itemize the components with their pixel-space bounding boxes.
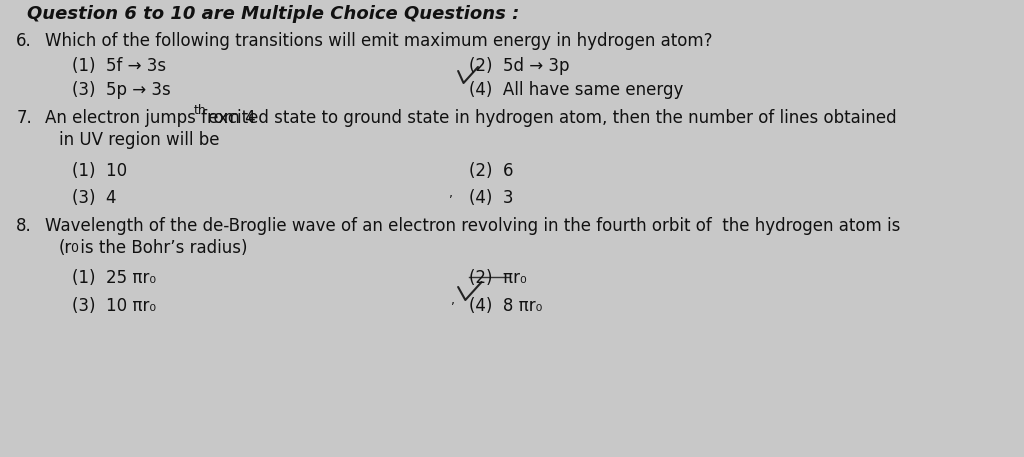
Text: (4)  8 πr₀: (4) 8 πr₀ bbox=[469, 297, 543, 315]
Text: 0: 0 bbox=[70, 242, 78, 255]
Text: (3)  10 πr₀: (3) 10 πr₀ bbox=[72, 297, 157, 315]
Text: (1)  10: (1) 10 bbox=[72, 162, 127, 180]
Text: ,: , bbox=[450, 187, 453, 200]
Text: in UV region will be: in UV region will be bbox=[58, 131, 219, 149]
Text: (3)  5p → 3s: (3) 5p → 3s bbox=[72, 81, 171, 99]
Text: (4)  All have same energy: (4) All have same energy bbox=[469, 81, 683, 99]
Text: 8.: 8. bbox=[16, 217, 32, 235]
Text: An electron jumps from 4: An electron jumps from 4 bbox=[45, 109, 256, 127]
Text: (1)  5f → 3s: (1) 5f → 3s bbox=[72, 57, 166, 75]
Text: is the Bohr’s radius): is the Bohr’s radius) bbox=[76, 239, 248, 257]
Text: 7.: 7. bbox=[16, 109, 32, 127]
Text: 6.: 6. bbox=[16, 32, 32, 50]
Text: (2)  6: (2) 6 bbox=[469, 162, 513, 180]
Text: (2)  5d → 3p: (2) 5d → 3p bbox=[469, 57, 569, 75]
Text: (1)  25 πr₀: (1) 25 πr₀ bbox=[72, 269, 157, 287]
Text: (4)  3: (4) 3 bbox=[469, 189, 513, 207]
Text: th: th bbox=[194, 104, 206, 117]
Text: (3)  4: (3) 4 bbox=[72, 189, 117, 207]
Text: Wavelength of the de-Broglie wave of an electron revolving in the fourth orbit o: Wavelength of the de-Broglie wave of an … bbox=[45, 217, 900, 235]
Text: ,: , bbox=[451, 294, 455, 307]
Text: excited state to ground state in hydrogen atom, then the number of lines obtaine: excited state to ground state in hydroge… bbox=[204, 109, 897, 127]
Text: Which of the following transitions will emit maximum energy in hydrogen atom?: Which of the following transitions will … bbox=[45, 32, 713, 50]
Text: (r: (r bbox=[58, 239, 72, 257]
Text: Question 6 to 10 are Multiple Choice Questions :: Question 6 to 10 are Multiple Choice Que… bbox=[27, 5, 519, 23]
Text: (2)  πr₀: (2) πr₀ bbox=[469, 269, 526, 287]
